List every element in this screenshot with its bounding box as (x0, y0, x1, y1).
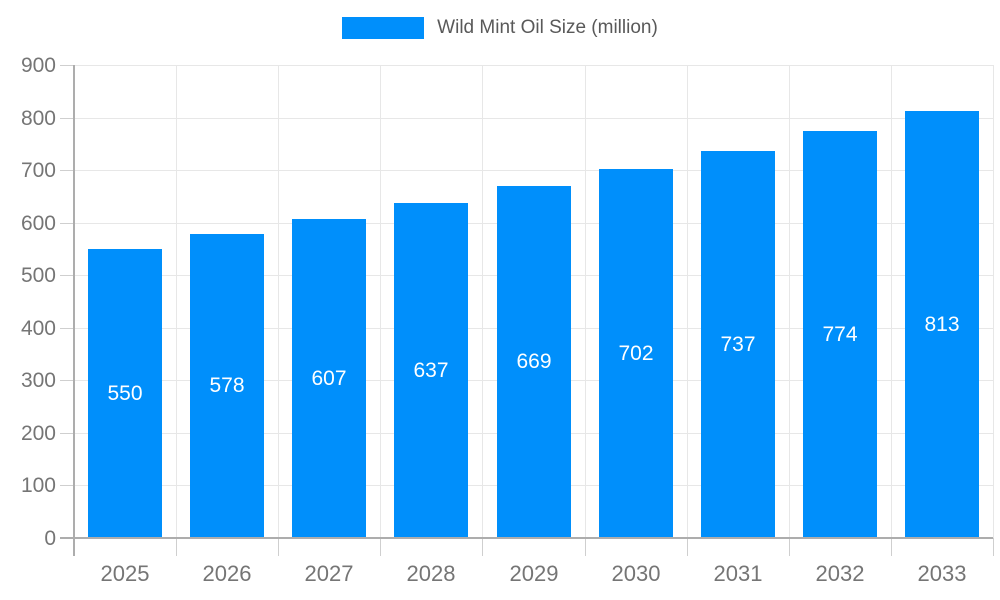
legend-swatch (342, 17, 425, 39)
x-axis-line (60, 537, 993, 539)
bar-2030[interactable]: 702 (599, 169, 673, 538)
y-tick-label: 900 (20, 54, 56, 77)
y-axis-tick (60, 118, 74, 119)
y-tick-label: 300 (20, 369, 56, 392)
y-axis-tick (60, 380, 74, 381)
y-axis-line (73, 65, 75, 556)
x-tick-label: 2026 (202, 561, 252, 586)
x-axis-tick (687, 538, 688, 556)
x-tick-label: 2028 (406, 561, 456, 586)
bar-2026[interactable]: 578 (190, 234, 264, 538)
y-axis-tick (60, 328, 74, 329)
x-axis-tick (380, 538, 381, 556)
y-tick-label: 500 (20, 264, 56, 287)
bar-value-label: 774 (822, 322, 858, 346)
y-gridline (74, 118, 993, 119)
y-axis-tick (60, 275, 74, 276)
x-tick-label: 2032 (815, 561, 865, 586)
bar-2029[interactable]: 669 (497, 186, 571, 538)
x-tick-label: 2031 (713, 561, 763, 586)
bar-2032[interactable]: 774 (803, 131, 877, 538)
y-gridline (74, 170, 993, 171)
chart-legend[interactable]: Wild Mint Oil Size (million) (0, 17, 1000, 39)
x-gridline (789, 65, 790, 538)
x-gridline (585, 65, 586, 538)
y-tick-label: 400 (20, 317, 56, 340)
y-gridline (74, 65, 993, 66)
bar-value-label: 550 (107, 381, 143, 405)
legend-label: Wild Mint Oil Size (million) (437, 17, 658, 38)
bar-value-label: 607 (311, 366, 347, 390)
y-tick-label: 100 (20, 474, 56, 497)
x-axis-tick (789, 538, 790, 556)
x-axis-tick (176, 538, 177, 556)
bar-2031[interactable]: 737 (701, 151, 775, 538)
bar-2027[interactable]: 607 (292, 219, 366, 538)
x-axis-tick (278, 538, 279, 556)
bar-2033[interactable]: 813 (905, 111, 979, 538)
x-axis-tick (482, 538, 483, 556)
y-axis-tick (60, 170, 74, 171)
x-tick-label: 2027 (304, 561, 354, 586)
x-tick-label: 2029 (509, 561, 559, 586)
bar-value-label: 637 (413, 358, 449, 382)
x-gridline (482, 65, 483, 538)
bar-2028[interactable]: 637 (394, 203, 468, 538)
x-gridline (891, 65, 892, 538)
x-tick-label: 2030 (611, 561, 661, 586)
y-axis-tick (60, 65, 74, 66)
y-axis-tick (60, 223, 74, 224)
x-gridline (687, 65, 688, 538)
x-axis-tick (993, 538, 994, 556)
x-tick-label: 2025 (100, 561, 150, 586)
bar-value-label: 702 (618, 341, 654, 365)
bar-value-label: 737 (720, 332, 756, 356)
x-gridline (993, 65, 994, 538)
y-axis-tick (60, 433, 74, 434)
bar-value-label: 578 (209, 374, 245, 397)
x-axis-tick (891, 538, 892, 556)
y-tick-label: 200 (20, 422, 56, 445)
y-tick-label: 800 (20, 107, 56, 130)
bar-value-label: 669 (516, 350, 552, 373)
x-gridline (380, 65, 381, 538)
y-tick-label: 700 (20, 159, 56, 182)
y-tick-label: 600 (20, 212, 56, 235)
x-gridline (278, 65, 279, 538)
x-tick-label: 2033 (917, 561, 967, 586)
y-axis-tick (60, 485, 74, 486)
x-axis-tick (585, 538, 586, 556)
x-gridline (176, 65, 177, 538)
bar-2025[interactable]: 550 (88, 249, 162, 538)
bar-value-label: 813 (924, 312, 960, 336)
y-tick-label: 0 (44, 527, 56, 550)
